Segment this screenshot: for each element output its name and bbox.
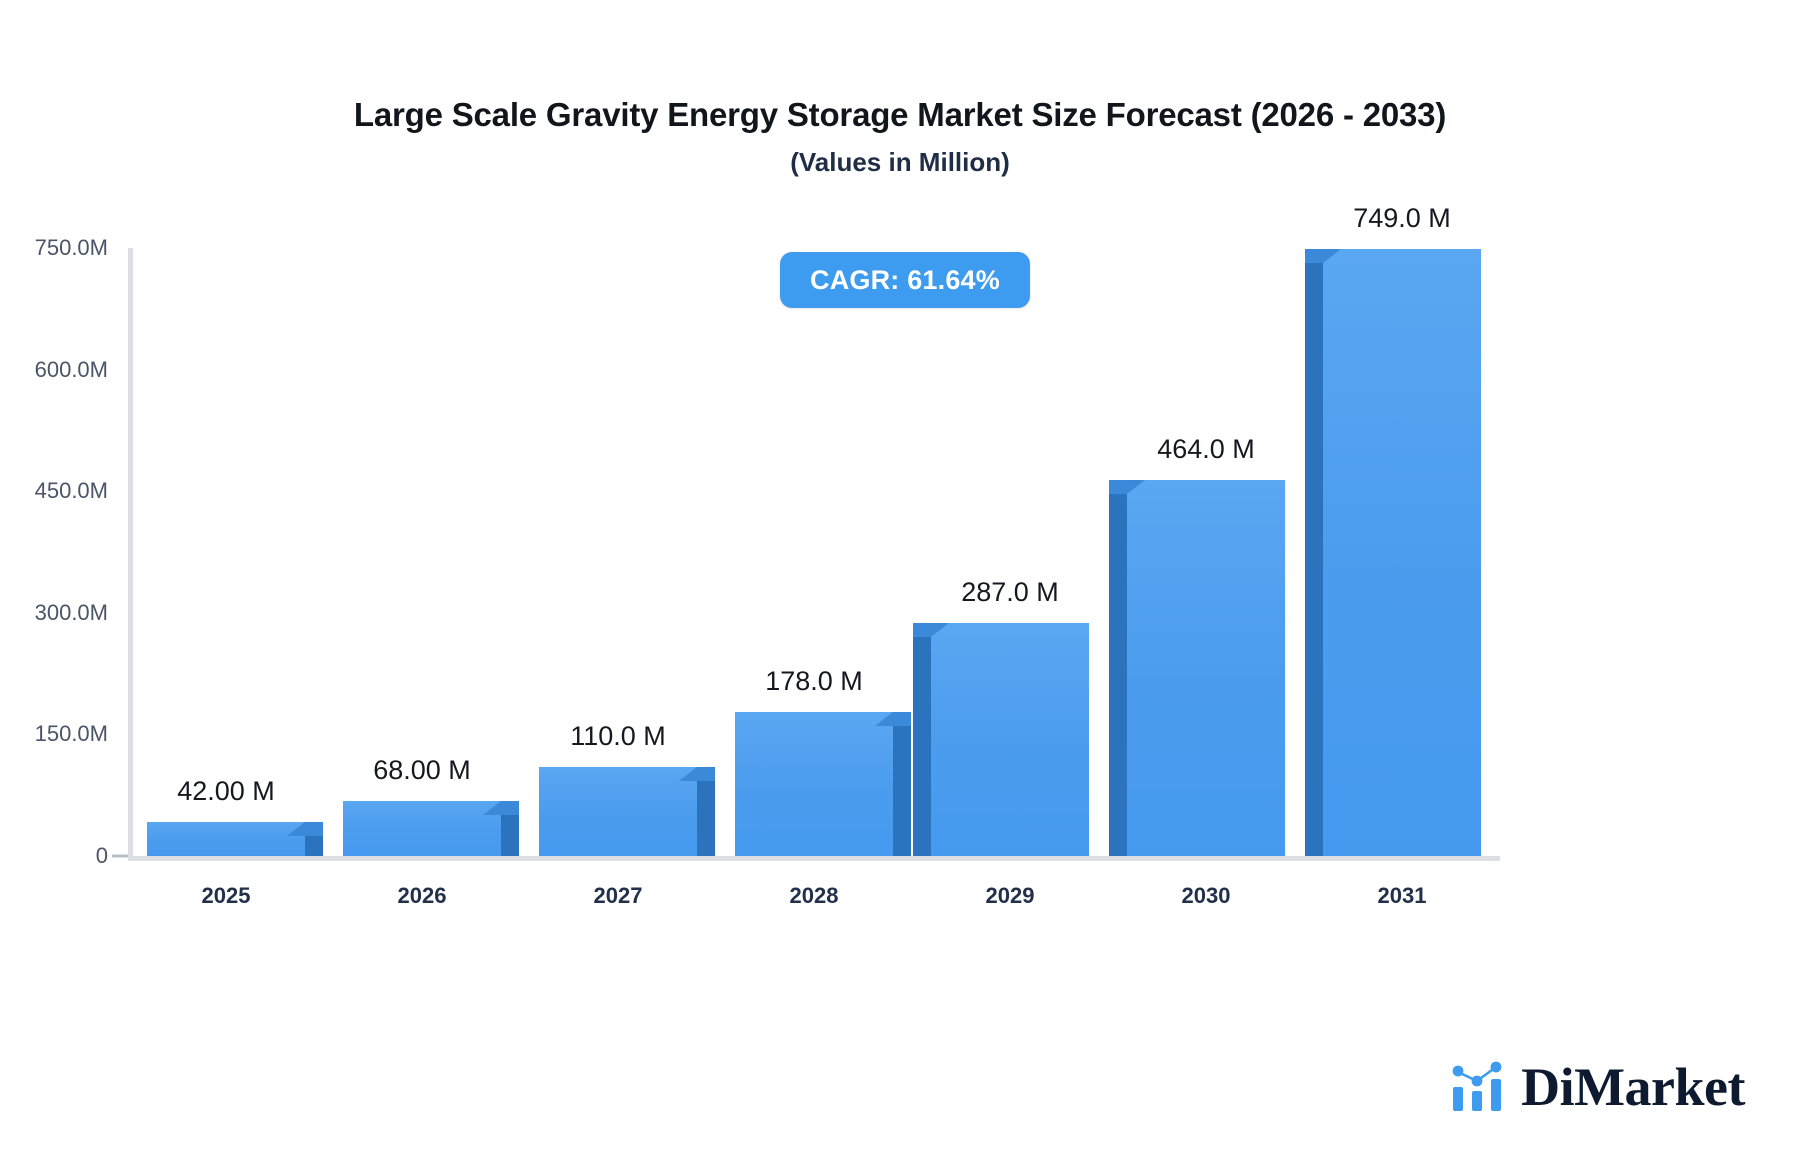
bar-group: 110.0 M 2027 xyxy=(539,248,715,908)
plot-area: 42.00 M 2025 68.00 M 2026 110.0 M 2027 178.0 M… xyxy=(128,203,1500,908)
bar-side-face xyxy=(501,814,519,856)
bar-value-label: 287.0 M xyxy=(961,577,1059,608)
bar-value-label: 178.0 M xyxy=(765,665,863,696)
y-axis-tick-label: 450.0M xyxy=(34,478,108,504)
bar-value-label: 68.00 M xyxy=(373,754,471,785)
bar-side-face xyxy=(305,835,323,856)
x-axis-tick-label: 2029 xyxy=(985,883,1035,908)
bar-top-bevel xyxy=(875,711,911,726)
bar-front-face xyxy=(343,800,501,856)
bar-group: 68.00 M 2026 xyxy=(343,248,519,908)
bar-chart-icon xyxy=(1452,1061,1502,1111)
bar-top-bevel xyxy=(287,821,323,836)
x-axis-tick-label: 2026 xyxy=(397,883,447,908)
bar[interactable] xyxy=(343,800,519,856)
bar-front-face xyxy=(539,766,697,856)
bar-value-label: 110.0 M xyxy=(570,720,666,751)
bar-front-face xyxy=(147,821,305,856)
chart-subtitle: (Values in Million) xyxy=(790,146,1010,177)
bar-value-label: 464.0 M xyxy=(1157,433,1255,464)
bar-top-bevel xyxy=(679,766,715,781)
y-axis-tick-label: 750.0M xyxy=(34,235,108,260)
x-axis-tick-label: 2027 xyxy=(593,883,643,908)
x-axis-line xyxy=(128,856,1500,861)
y-axis-tick-label: 0 xyxy=(95,843,108,868)
bar-front-face xyxy=(1323,248,1481,856)
y-axis-line xyxy=(128,248,133,856)
bar-top-bevel xyxy=(483,800,519,815)
x-axis-tick-label: 2030 xyxy=(1181,883,1231,908)
bar[interactable] xyxy=(539,766,715,856)
bar-value-label: 42.00 M xyxy=(177,775,275,806)
bar-front-face xyxy=(931,623,1089,856)
bar-group: 464.0 M 2030 xyxy=(1109,248,1285,908)
cagr-badge: CAGR: 61.64% xyxy=(780,252,1030,308)
bar-side-face xyxy=(1305,262,1323,856)
bar-side-face xyxy=(913,637,931,856)
bar-side-face xyxy=(1109,493,1127,856)
bar-top-bevel xyxy=(1305,248,1341,263)
bar-group: 42.00 M 2025 xyxy=(147,248,323,908)
chart-header: Large Scale Gravity Energy Storage Marke… xyxy=(0,96,1800,178)
bar-group: 287.0 M 2029 xyxy=(913,248,1089,908)
y-axis-tick-mark xyxy=(112,854,132,858)
logo-text: DiMarket xyxy=(1521,1057,1745,1117)
bar-group: 749.0 M 2031 xyxy=(1305,203,1481,908)
bar-value-label: 749.0 M xyxy=(1353,202,1451,233)
y-axis-tick-label: 300.0M xyxy=(34,599,108,625)
bar-side-face xyxy=(697,780,715,856)
y-axis-tick-label: 600.0M xyxy=(34,356,108,382)
y-axis-tick-label: 150.0M xyxy=(34,721,108,747)
bar-top-bevel xyxy=(913,623,949,638)
x-axis-tick-label: 2028 xyxy=(789,883,839,908)
bar[interactable] xyxy=(1109,479,1285,856)
x-axis-tick-label: 2031 xyxy=(1377,883,1427,908)
bar-group: 178.0 M 2028 xyxy=(735,248,911,908)
bar[interactable] xyxy=(1305,248,1481,856)
bar-front-face xyxy=(1127,479,1285,856)
bar-side-face xyxy=(893,725,911,856)
bar[interactable] xyxy=(913,623,1089,856)
bar-top-bevel xyxy=(1109,479,1145,494)
chart-title: Large Scale Gravity Energy Storage Marke… xyxy=(353,96,1447,133)
bar-front-face xyxy=(735,711,893,856)
dimarket-logo: DiMarket xyxy=(1451,1060,1745,1114)
bar[interactable] xyxy=(147,821,323,856)
bar[interactable] xyxy=(735,711,911,856)
x-axis-tick-label: 2025 xyxy=(201,883,251,908)
